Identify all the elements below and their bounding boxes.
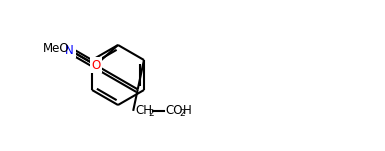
Text: CO: CO	[165, 104, 182, 117]
Text: 2: 2	[179, 109, 185, 118]
Text: N: N	[65, 44, 74, 57]
Text: MeO: MeO	[44, 42, 70, 56]
Text: O: O	[91, 59, 100, 72]
Text: H: H	[183, 104, 192, 117]
Text: CH: CH	[135, 104, 152, 117]
Text: 2: 2	[148, 109, 154, 118]
